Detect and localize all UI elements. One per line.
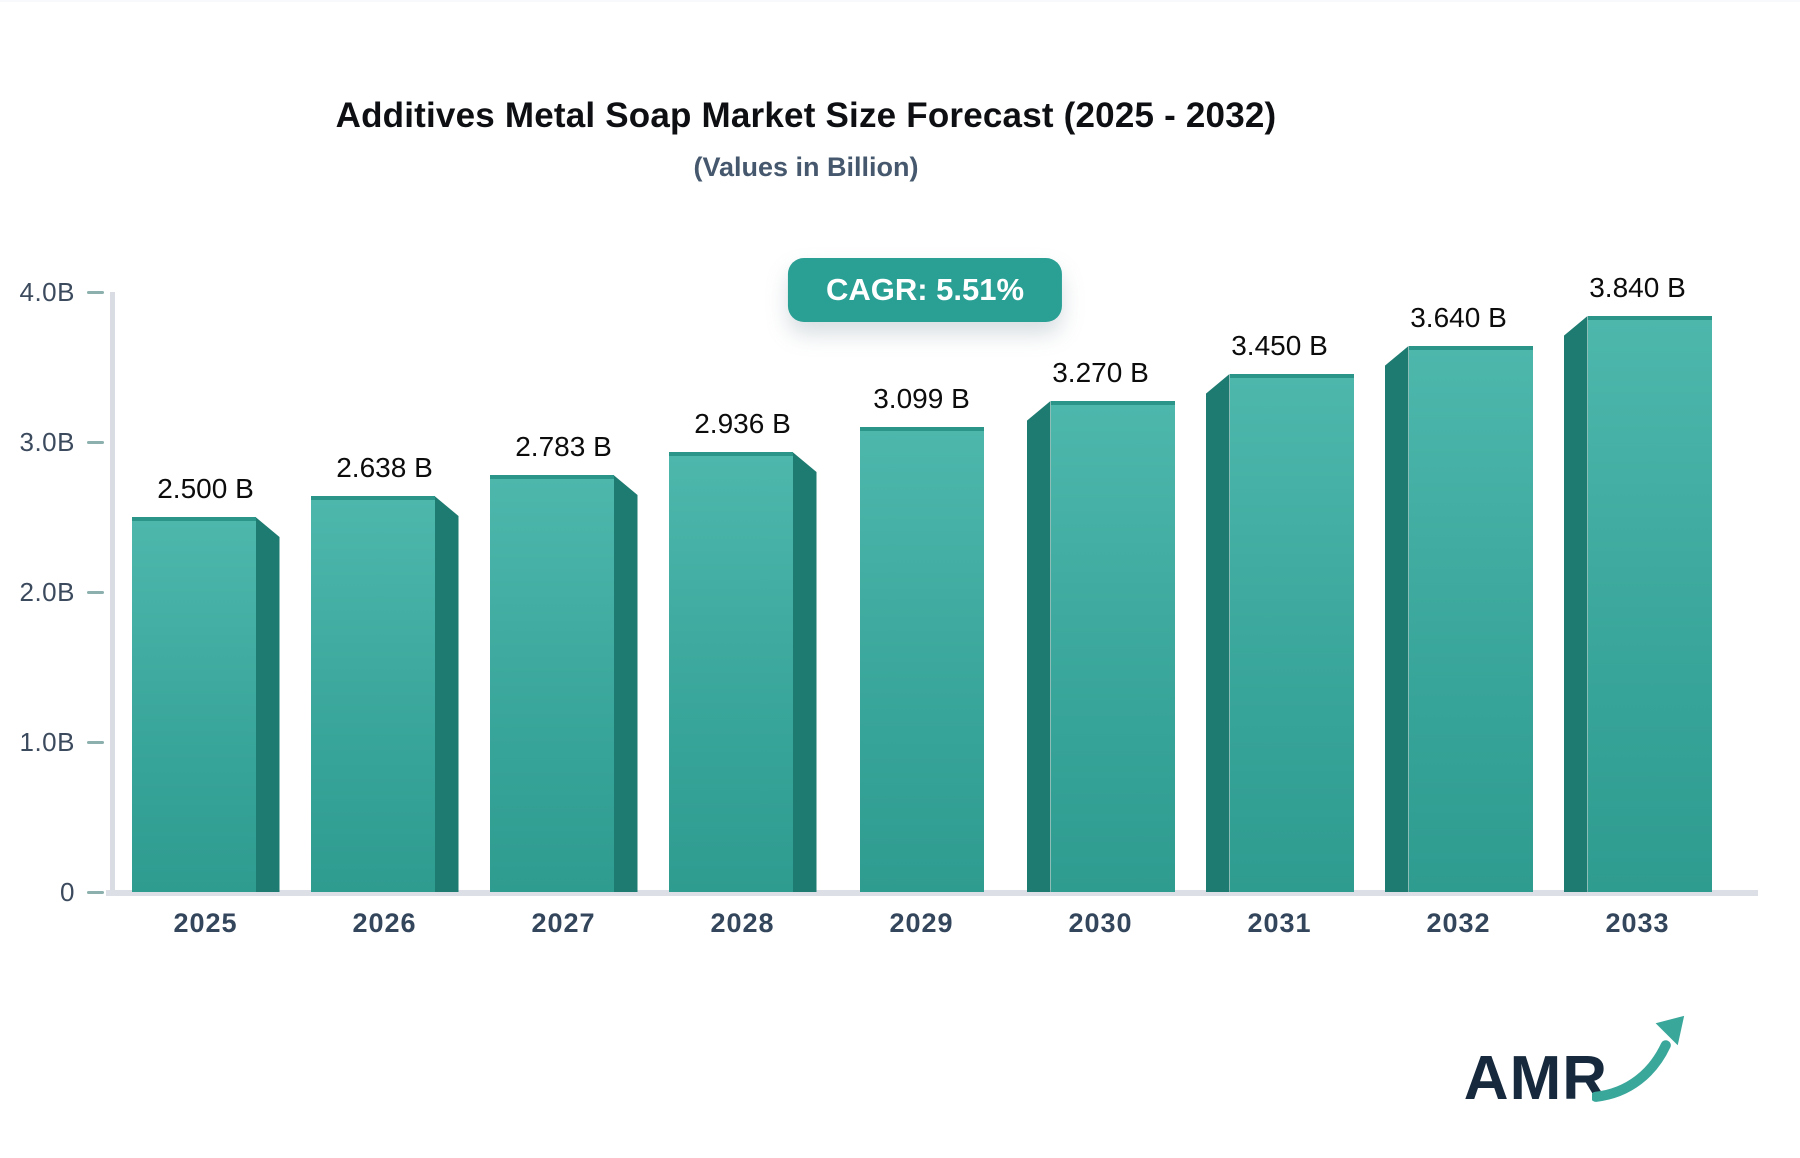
bar-face [1408, 346, 1533, 892]
bar-bevel [613, 475, 638, 892]
amr-logo-text: AMR [1463, 1044, 1608, 1113]
x-axis-label-2027: 2027 [531, 908, 596, 938]
x-axis-label-2033: 2033 [1605, 908, 1670, 938]
bar-face [1050, 401, 1175, 892]
y-axis-tick-2.0B: 2.0B [0, 576, 104, 607]
bar-face [310, 496, 435, 892]
y-tick-dash-icon [87, 440, 104, 444]
bar-2029 [859, 427, 984, 892]
bar-face [489, 475, 614, 892]
bar-bevel [434, 496, 459, 892]
x-axis-label-2032: 2032 [1426, 908, 1491, 938]
y-axis-line [110, 292, 115, 892]
bar-2033 [1563, 316, 1712, 892]
y-axis-tick-label: 0 [60, 876, 75, 907]
bar-value-label-2033: 3.840 B [1589, 272, 1686, 303]
bar-2032 [1384, 346, 1533, 892]
cagr-badge: CAGR: 5.51% [787, 258, 1063, 322]
x-axis-baseline [106, 890, 1758, 896]
bar-column-2027: 2.783 B [474, 292, 653, 892]
bar-face [131, 517, 256, 892]
bar-column-2032: 3.640 B [1369, 292, 1548, 892]
y-axis-tick-label: 1.0B [19, 726, 75, 757]
bar-bevel [1384, 346, 1409, 892]
x-axis-label-2030: 2030 [1068, 908, 1133, 938]
bar-column-2029: 3.099 B [832, 292, 1011, 892]
bar-2025 [131, 517, 280, 892]
bar-column-2031: 3.450 B [1190, 292, 1369, 892]
bar-bevel [255, 517, 280, 892]
x-axis-label-2029: 2029 [889, 908, 954, 938]
bar-2030 [1026, 401, 1175, 892]
growth-arrow-icon [1592, 1015, 1685, 1102]
x-axis-label-2031: 2031 [1247, 908, 1312, 938]
bar-face [1587, 316, 1712, 892]
bar-2031 [1205, 374, 1354, 892]
bar-2026 [310, 496, 459, 892]
bar-bevel [792, 452, 817, 892]
y-axis-tick-3.0B: 3.0B [0, 426, 104, 457]
bar-value-label-2031: 3.450 B [1231, 330, 1328, 361]
y-axis-tick-1.0B: 1.0B [0, 726, 104, 757]
bar-value-label-2025: 2.500 B [157, 473, 254, 504]
y-axis-tick-0: 0 [0, 876, 104, 907]
bar-face [859, 427, 984, 892]
x-axis-label-2025: 2025 [173, 908, 238, 938]
y-axis: 4.0B 3.0B 2.0B 1.0B 0 [0, 277, 104, 907]
bar-2028 [668, 452, 817, 892]
y-axis-tick-label: 2.0B [19, 576, 75, 607]
amr-logo: AMR [1464, 1014, 1688, 1110]
bar-value-label-2032: 3.640 B [1410, 302, 1507, 333]
x-axis-label-2026: 2026 [352, 908, 417, 938]
bar-column-2028: 2.936 B [653, 292, 832, 892]
bar-value-label-2030: 3.270 B [1052, 357, 1149, 388]
x-axis: 2025 2026 2027 2028 2029 2030 2031 2032 2033 [116, 908, 1727, 939]
bar-bevel [1026, 401, 1051, 892]
chart-title: Additives Metal Soap Market Size Forecas… [335, 96, 1277, 135]
bar-column-2033: 3.840 B [1548, 272, 1727, 892]
bar-face [668, 452, 793, 892]
x-axis-label-2028: 2028 [710, 908, 775, 938]
bar-value-label-2029: 3.099 B [873, 383, 970, 414]
bar-column-2025: 2.500 B [116, 292, 295, 892]
bar-bevel [1563, 316, 1588, 892]
bar-plot-area: 2.500 B 2.638 B 2.783 B 2.936 B 3.099 B 3.270… [116, 272, 1727, 892]
y-tick-dash-icon [87, 290, 104, 294]
bar-value-label-2028: 2.936 B [694, 408, 791, 439]
y-axis-tick-4.0B: 4.0B [0, 276, 104, 307]
y-tick-dash-icon [87, 740, 104, 744]
y-tick-dash-icon [87, 590, 104, 594]
y-tick-dash-icon [87, 890, 104, 894]
y-axis-tick-label: 4.0B [19, 276, 75, 307]
chart-subtitle: (Values in Billion) [693, 152, 919, 182]
bar-2027 [489, 475, 638, 892]
bar-value-label-2026: 2.638 B [336, 452, 433, 483]
bar-column-2026: 2.638 B [295, 292, 474, 892]
bar-face [1229, 374, 1354, 892]
bar-value-label-2027: 2.783 B [515, 431, 612, 462]
y-axis-tick-label: 3.0B [19, 426, 75, 457]
bar-column-2030: 3.270 B [1011, 292, 1190, 892]
bar-bevel [1205, 374, 1230, 892]
